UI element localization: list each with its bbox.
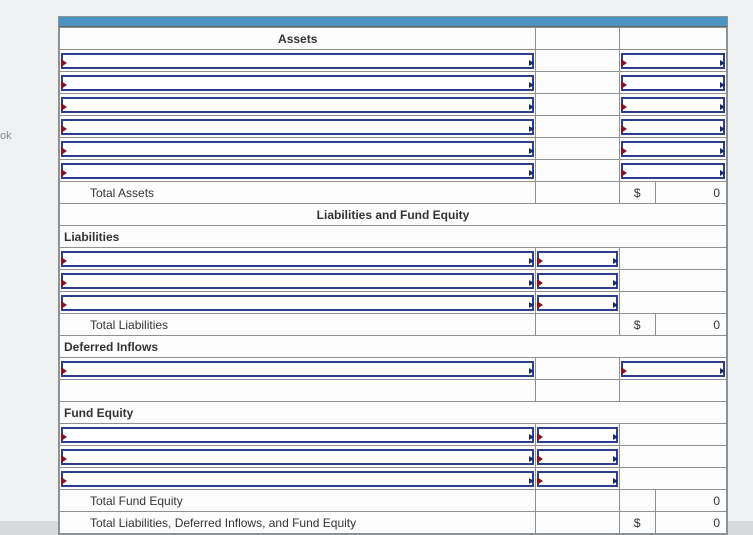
liability-amount-input[interactable] [536, 292, 619, 314]
asset-account-dropdown[interactable] [60, 94, 536, 116]
asset-account-dropdown[interactable] [60, 72, 536, 94]
blank-cell [619, 490, 655, 512]
blank-cell [536, 28, 619, 50]
liab-equity-header: Liabilities and Fund Equity [60, 204, 727, 226]
blank-cell [619, 270, 726, 292]
currency-symbol: $ [619, 182, 655, 204]
total-liabilities-label: Total Liabilities [60, 314, 536, 336]
blank-cell [619, 28, 726, 50]
equity-account-dropdown[interactable] [60, 446, 536, 468]
total-assets-label: Total Assets [60, 182, 536, 204]
blank-cell [536, 138, 619, 160]
blank-cell [619, 424, 726, 446]
side-label: ok [0, 130, 12, 142]
blank-cell [536, 50, 619, 72]
total-assets-value: 0 [655, 182, 726, 204]
total-fund-equity-label: Total Fund Equity [60, 490, 536, 512]
total-all-label: Total Liabilities, Deferred Inflows, and… [60, 512, 536, 534]
blank-cell [619, 248, 726, 270]
total-fund-equity-value: 0 [655, 490, 726, 512]
blank-cell [619, 292, 726, 314]
asset-account-dropdown[interactable] [60, 138, 536, 160]
blank-cell [536, 72, 619, 94]
blank-cell [536, 160, 619, 182]
liability-amount-input[interactable] [536, 270, 619, 292]
fund-equity-subheader: Fund Equity [60, 402, 727, 424]
asset-account-dropdown[interactable] [60, 50, 536, 72]
liability-account-dropdown[interactable] [60, 248, 536, 270]
blank-cell [536, 358, 619, 380]
blank-cell [536, 182, 619, 204]
blank-cell [619, 468, 726, 490]
liability-account-dropdown[interactable] [60, 292, 536, 314]
equity-amount-input[interactable] [536, 468, 619, 490]
liability-amount-input[interactable] [536, 248, 619, 270]
header-bar [59, 17, 727, 27]
asset-amount-input[interactable] [619, 94, 726, 116]
blank-cell [619, 380, 726, 402]
blank-cell [619, 446, 726, 468]
blank-cell [536, 314, 619, 336]
blank-cell [536, 380, 619, 402]
balance-sheet: Assets [58, 16, 728, 535]
asset-amount-input[interactable] [619, 116, 726, 138]
liabilities-subheader: Liabilities [60, 226, 727, 248]
equity-amount-input[interactable] [536, 424, 619, 446]
liability-account-dropdown[interactable] [60, 270, 536, 292]
total-all-value: 0 [655, 512, 726, 534]
equity-amount-input[interactable] [536, 446, 619, 468]
currency-symbol: $ [619, 314, 655, 336]
blank-cell [536, 116, 619, 138]
blank-cell [536, 490, 619, 512]
asset-amount-input[interactable] [619, 72, 726, 94]
assets-header: Assets [60, 28, 536, 50]
asset-account-dropdown[interactable] [60, 116, 536, 138]
asset-amount-input[interactable] [619, 138, 726, 160]
asset-amount-input[interactable] [619, 50, 726, 72]
currency-symbol: $ [619, 512, 655, 534]
asset-amount-input[interactable] [619, 160, 726, 182]
blank-cell [60, 380, 536, 402]
equity-account-dropdown[interactable] [60, 424, 536, 446]
deferred-amount-input[interactable] [619, 358, 726, 380]
equity-account-dropdown[interactable] [60, 468, 536, 490]
blank-cell [536, 94, 619, 116]
asset-account-dropdown[interactable] [60, 160, 536, 182]
blank-cell [536, 512, 619, 534]
deferred-inflows-subheader: Deferred Inflows [60, 336, 727, 358]
total-liabilities-value: 0 [655, 314, 726, 336]
deferred-account-dropdown[interactable] [60, 358, 536, 380]
balance-table: Assets [59, 27, 727, 534]
